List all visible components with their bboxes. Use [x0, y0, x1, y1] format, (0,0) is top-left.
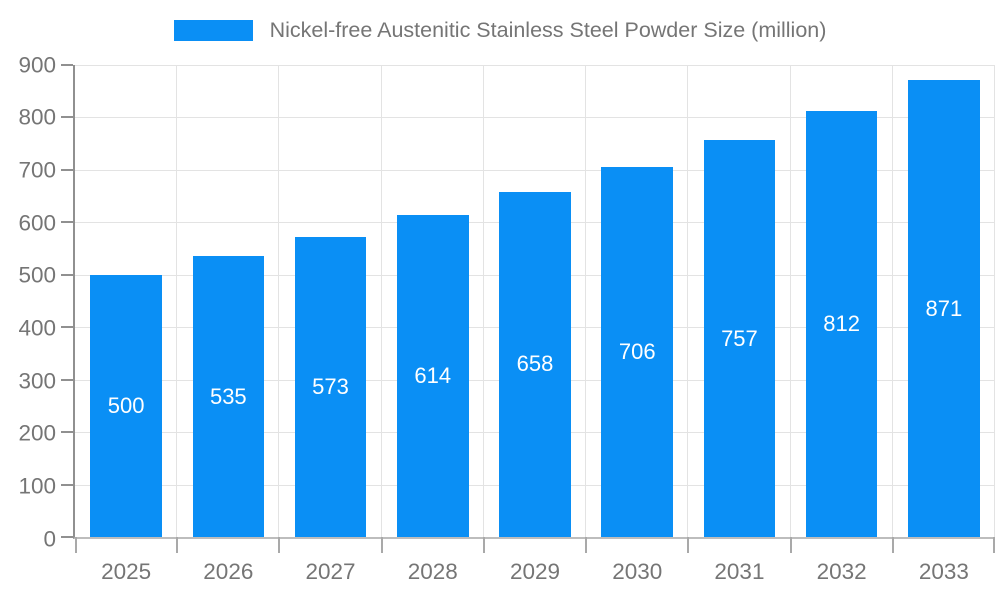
y-axis-tick	[61, 64, 73, 66]
x-axis-tick	[176, 537, 179, 553]
x-tick-label: 2028	[407, 559, 458, 584]
x-tick-label: 2030	[612, 559, 663, 584]
y-tick-label: 800	[18, 104, 56, 130]
horizontal-gridline	[75, 117, 995, 119]
bar-value-label: 812	[823, 311, 860, 337]
vertical-gridline	[789, 65, 791, 537]
bar-column: 757 2031	[688, 65, 790, 583]
bar-2031[interactable]: 757	[703, 140, 776, 537]
horizontal-gridline	[75, 169, 995, 171]
bar-2028[interactable]: 614	[396, 215, 469, 537]
bar-2030[interactable]: 706	[601, 166, 673, 537]
bar-2033[interactable]: 871	[908, 80, 980, 537]
legend-swatch	[173, 20, 253, 41]
y-tick-label: 500	[18, 262, 56, 288]
bar-value-label: 535	[209, 383, 247, 409]
vertical-gridline	[687, 65, 689, 537]
x-axis-tick	[687, 537, 690, 553]
bar-column: 658 2029	[484, 65, 586, 583]
bar-2026[interactable]: 535	[192, 256, 265, 537]
bar-value-label: 706	[618, 338, 656, 364]
x-tick-label: 2033	[918, 559, 969, 584]
x-tick-label: 2025	[101, 559, 152, 584]
y-axis-labels: 0 100 200 300 400 500 600 700 800 900	[0, 53, 56, 549]
chart-legend[interactable]: Nickel-free Austenitic Stainless Steel P…	[0, 18, 1000, 43]
vertical-gridline	[585, 65, 587, 537]
bar-value-label: 658	[516, 351, 554, 377]
y-tick-label: 300	[18, 367, 56, 393]
y-tick-label: 600	[18, 209, 56, 235]
y-tick-label: 100	[18, 473, 56, 499]
vertical-gridline	[176, 65, 178, 537]
y-tick-label: 0	[43, 525, 56, 551]
x-axis-tick	[789, 537, 792, 553]
y-axis-tick	[61, 326, 73, 329]
vertical-gridline	[278, 65, 280, 537]
x-axis-tick	[993, 537, 995, 553]
vertical-gridline	[482, 65, 484, 537]
x-tick-label: 2032	[816, 559, 867, 584]
bar-2032[interactable]: 812	[805, 111, 878, 537]
x-tick-label: 2031	[714, 559, 765, 584]
legend-series-label: Nickel-free Austenitic Stainless Steel P…	[269, 18, 827, 42]
bar-2029[interactable]: 658	[499, 191, 571, 537]
vertical-gridline	[994, 65, 995, 537]
y-tick-label: 200	[18, 420, 56, 446]
y-axis-tick	[61, 431, 73, 434]
y-tick-label: 400	[18, 315, 56, 341]
y-tick-label: 900	[18, 51, 56, 77]
bar-2027[interactable]: 573	[294, 236, 367, 537]
bar-column: 573 2027	[279, 65, 381, 583]
plot-area: 500 2025 535 2026 573 2027 614 2028 658 2029 706 20…	[61, 64, 995, 583]
y-tick-label: 700	[18, 157, 56, 183]
bar-column: 535 2026	[177, 65, 279, 583]
x-axis-tick	[585, 537, 588, 553]
horizontal-gridline	[75, 65, 995, 66]
bar-value-label: 500	[107, 392, 145, 418]
y-axis-tick	[61, 168, 73, 171]
x-tick-label: 2029	[509, 559, 561, 584]
y-axis-tick	[61, 483, 73, 486]
bar-column: 500 2025	[75, 65, 177, 583]
x-axis-tick	[482, 537, 485, 553]
x-axis-tick	[891, 537, 894, 553]
y-axis-tick	[61, 221, 73, 224]
bar-value-label: 757	[721, 325, 758, 351]
vertical-gridline	[380, 65, 382, 537]
x-axis-tick	[380, 537, 383, 553]
x-tick-label: 2027	[305, 559, 356, 584]
bar-value-label: 871	[925, 295, 963, 321]
bar-column: 812 2032	[791, 65, 893, 583]
bar-2025[interactable]: 500	[90, 274, 162, 537]
x-axis-tick	[278, 537, 281, 553]
y-axis-tick	[61, 536, 73, 538]
y-axis-tick	[61, 116, 73, 119]
bar-column: 706 2030	[586, 65, 688, 583]
bar-column: 614 2028	[382, 65, 484, 583]
vertical-gridline	[891, 65, 893, 537]
x-tick-label: 2026	[203, 559, 254, 584]
bar-value-label: 614	[414, 363, 452, 388]
x-axis-tick	[75, 537, 77, 553]
y-axis-tick	[61, 273, 73, 276]
bar-value-label: 573	[312, 373, 349, 399]
y-axis-tick	[61, 378, 73, 381]
bar-column: 871 2033	[893, 65, 995, 583]
